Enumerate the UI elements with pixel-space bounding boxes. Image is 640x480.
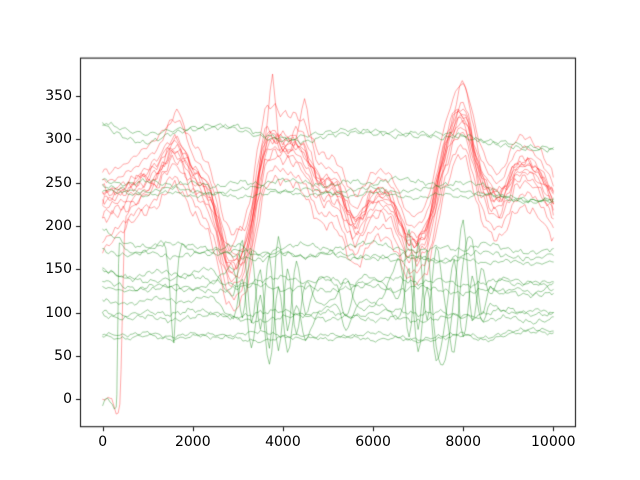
y-tick-label-300: 300 (45, 131, 72, 148)
y-tick-label-250: 250 (45, 174, 72, 191)
x-tick-label-4000: 4000 (265, 434, 301, 451)
y-tick-label-150: 150 (45, 261, 72, 278)
y-tick-label-50: 50 (54, 348, 72, 365)
x-tick-label-2000: 2000 (174, 434, 211, 451)
x-tick-label-10000: 10000 (531, 434, 576, 451)
y-tick-label-0: 0 (63, 391, 72, 408)
y-tick-label-100: 100 (45, 304, 72, 321)
x-tick-label-6000: 6000 (355, 434, 391, 451)
x-tick-label-8000: 8000 (445, 434, 481, 451)
x-tick-label-0: 0 (98, 434, 108, 451)
y-tick-label-350: 350 (45, 87, 72, 104)
y-tick-label-200: 200 (45, 217, 72, 234)
